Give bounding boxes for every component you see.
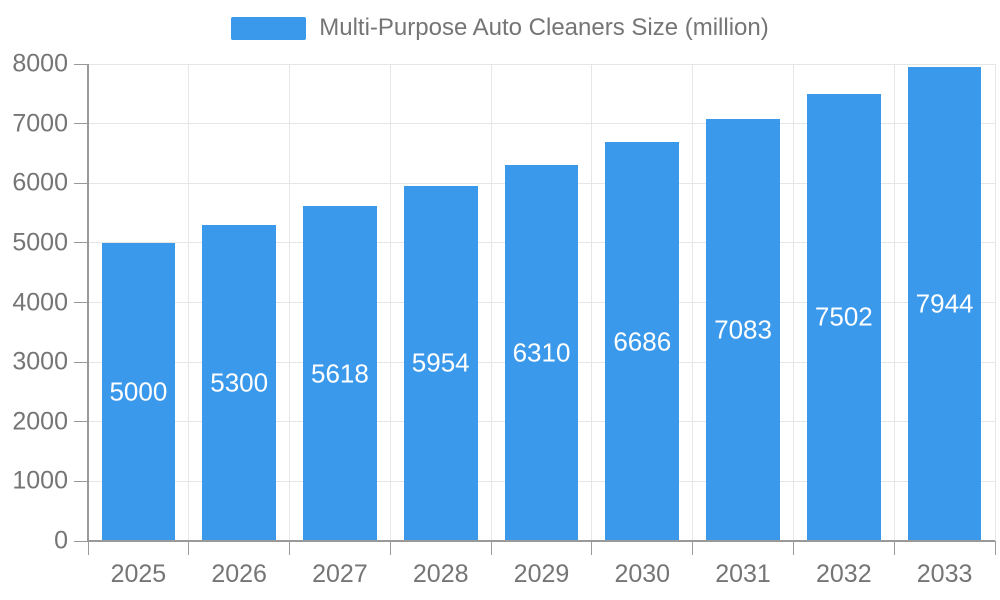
legend: Multi-Purpose Auto Cleaners Size (millio…	[0, 14, 1000, 42]
x-tick-label: 2029	[513, 560, 570, 588]
bar[interactable]	[303, 206, 377, 541]
x-tick-label: 2030	[614, 560, 671, 588]
v-gridline	[591, 64, 593, 541]
x-tick	[87, 541, 89, 555]
x-tick	[994, 541, 996, 555]
bar[interactable]	[504, 164, 579, 541]
v-gridline	[490, 64, 492, 541]
y-tick-label: 4000	[12, 288, 68, 316]
y-tick-label: 3000	[12, 347, 68, 376]
y-tick	[74, 123, 88, 125]
y-tick-label: 5000	[12, 228, 68, 257]
bar[interactable]	[706, 118, 780, 541]
v-gridline	[188, 64, 190, 541]
x-tick-label: 2031	[715, 560, 771, 588]
bar[interactable]	[605, 142, 680, 541]
y-tick	[74, 182, 88, 184]
y-axis-line	[87, 64, 89, 541]
x-tick-label: 2026	[211, 560, 267, 588]
bar[interactable]	[907, 67, 982, 541]
x-tick-label: 2032	[816, 560, 872, 588]
y-tick-label: 1000	[12, 466, 68, 495]
y-tick	[74, 242, 88, 244]
v-gridline	[389, 64, 391, 541]
x-tick	[591, 541, 593, 555]
y-tick-label: 6000	[12, 168, 68, 197]
v-gridline	[289, 64, 291, 541]
y-tick	[74, 361, 88, 363]
y-tick-label: 8000	[12, 49, 68, 78]
v-gridline	[792, 64, 794, 541]
x-tick	[188, 541, 190, 555]
x-tick-label: 2027	[312, 560, 368, 588]
h-gridline	[88, 63, 995, 65]
y-tick-label: 7000	[12, 109, 68, 138]
v-gridline	[994, 64, 996, 541]
x-tick	[792, 541, 794, 555]
y-tick	[74, 302, 88, 303]
y-tick-label: 0	[54, 526, 68, 555]
x-tick-label: 2028	[412, 560, 469, 588]
y-tick	[74, 421, 88, 423]
bar[interactable]	[101, 242, 176, 541]
bar[interactable]	[403, 185, 478, 541]
x-tick-label: 2033	[916, 560, 973, 588]
y-tick	[74, 540, 88, 542]
h-gridline	[88, 123, 995, 125]
y-tick-label: 2000	[12, 407, 68, 436]
x-tick	[692, 541, 694, 555]
y-tick	[74, 480, 88, 482]
x-tick	[389, 541, 391, 555]
x-axis-line	[88, 540, 995, 542]
v-gridline	[692, 64, 694, 541]
x-tick-label: 2025	[110, 560, 167, 588]
y-tick	[74, 63, 88, 65]
legend-item[interactable]: Multi-Purpose Auto Cleaners Size (millio…	[231, 14, 769, 42]
legend-label: Multi-Purpose Auto Cleaners Size (millio…	[319, 14, 769, 41]
x-tick	[893, 541, 895, 555]
x-tick	[289, 541, 291, 555]
v-gridline	[893, 64, 895, 541]
legend-swatch-icon	[231, 16, 307, 40]
bar[interactable]	[807, 93, 881, 541]
x-tick	[490, 541, 492, 555]
bar[interactable]	[202, 224, 276, 541]
